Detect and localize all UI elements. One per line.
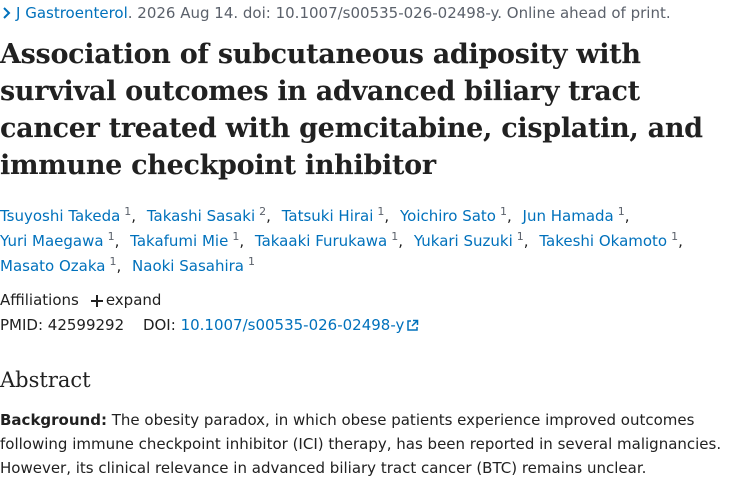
affiliation-number[interactable]: 1: [377, 205, 385, 218]
expand-toggle[interactable]: expand: [105, 291, 162, 309]
author-name[interactable]: Yuri Maegawa: [0, 232, 104, 250]
author-name[interactable]: Masato Ozaka: [0, 257, 106, 275]
author: Takaaki Furukawa 1,: [254, 230, 409, 250]
separator: ,: [523, 232, 529, 250]
abstract-heading: Abstract: [0, 368, 91, 392]
separator: ,: [398, 232, 404, 250]
affiliation-number[interactable]: 1: [109, 255, 117, 268]
pmid-value: 42599292: [47, 316, 125, 334]
separator: ,: [506, 207, 512, 225]
author-list: Tsuyoshi Takeda 1, Takashi Sasaki 2, Tatsu…: [0, 204, 742, 279]
affiliation-number[interactable]: 1: [107, 230, 115, 243]
affiliation-number[interactable]: 1: [499, 205, 507, 218]
author: Naoki Sasahira 1: [132, 255, 255, 275]
background-text: The obesity paradox, in which obese pati…: [0, 411, 722, 477]
author: Tsuyoshi Takeda 1,: [0, 205, 142, 225]
doi-label: DOI:: [142, 316, 176, 334]
affiliation-number[interactable]: 1: [124, 205, 132, 218]
author-name[interactable]: Takeshi Okamoto: [539, 232, 668, 250]
article-title: Association of subcutaneous adiposity wi…: [0, 39, 703, 181]
doi-link[interactable]: 10.1007/s00535-026-02498-y: [180, 316, 405, 334]
author-name[interactable]: Tsuyoshi Takeda: [0, 207, 121, 225]
author: Yuri Maegawa 1,: [0, 230, 125, 250]
affiliation-number[interactable]: 1: [617, 205, 625, 218]
pmid-label: PMID:: [0, 316, 44, 334]
author: Takashi Sasaki 2,: [146, 205, 277, 225]
author: Yukari Suzuki 1,: [413, 230, 535, 250]
affiliations-label: Affiliations: [0, 291, 79, 309]
abstract-background: Background: The obesity paradox, in whic…: [0, 408, 742, 480]
separator: ,: [384, 207, 390, 225]
journal-link[interactable]: J Gastroenterol: [16, 4, 128, 22]
affiliation-number[interactable]: 2: [259, 205, 267, 218]
author-name[interactable]: Tatsuki Hirai: [281, 207, 374, 225]
affiliation-number[interactable]: 1: [232, 230, 240, 243]
external-link-icon: [407, 319, 419, 331]
separator: ,: [131, 207, 137, 225]
affiliations: Affiliations expand: [0, 291, 742, 309]
separator: ,: [678, 232, 683, 250]
citation-details: . 2026 Aug 14. doi: 10.1007/s00535-026-0…: [127, 4, 671, 22]
affiliation-number[interactable]: 1: [516, 230, 524, 243]
author-name[interactable]: Takafumi Mie: [130, 232, 229, 250]
affiliation-number[interactable]: 1: [248, 255, 255, 268]
separator: ,: [239, 232, 245, 250]
separator: ,: [114, 232, 120, 250]
separator: ,: [116, 257, 122, 275]
author-name[interactable]: Jun Hamada: [522, 207, 614, 225]
background-label: Background:: [0, 411, 107, 429]
author-name[interactable]: Yoichiro Sato: [399, 207, 496, 225]
affiliation-number[interactable]: 1: [391, 230, 399, 243]
citation: J Gastroenterol. 2026 Aug 14. doi: 10.10…: [2, 4, 742, 22]
plus-icon[interactable]: [90, 295, 103, 307]
author: Tatsuki Hirai 1,: [281, 205, 395, 225]
separator: ,: [624, 207, 630, 225]
author: Takeshi Okamoto 1,: [539, 230, 689, 250]
author-name[interactable]: Yukari Suzuki: [413, 232, 513, 250]
chevron-icon: [3, 7, 11, 19]
author: Jun Hamada 1,: [522, 205, 636, 225]
author: Masato Ozaka 1,: [0, 255, 127, 275]
affiliation-number[interactable]: 1: [671, 230, 679, 243]
author-name[interactable]: Naoki Sasahira: [132, 257, 244, 275]
separator: ,: [266, 207, 271, 225]
author: Takafumi Mie 1,: [130, 230, 250, 250]
identifiers: PMID: 42599292 DOI: 10.1007/s00535-026-0…: [0, 316, 742, 334]
author-name[interactable]: Takaaki Furukawa: [254, 232, 388, 250]
author-name[interactable]: Takashi Sasaki: [146, 207, 256, 225]
author: Yoichiro Sato 1,: [399, 205, 518, 225]
